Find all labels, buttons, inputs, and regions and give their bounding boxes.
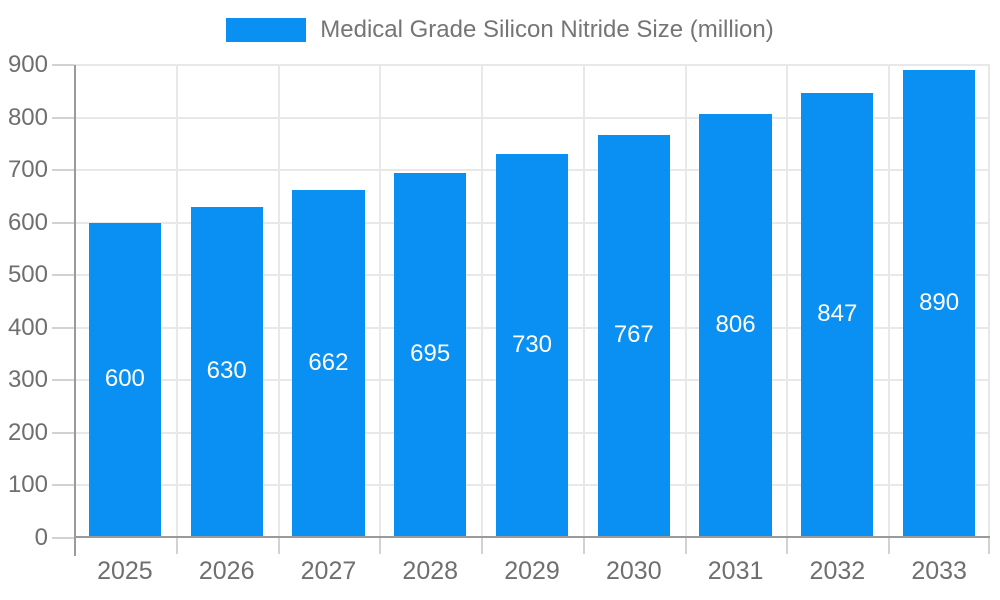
x-axis-labels: 2025 2026 2027 2028 2029 2030 2031 2032 2033 (74, 556, 990, 586)
bar-2028[interactable]: 695 (394, 172, 467, 536)
bar-2032[interactable]: 847 (801, 92, 874, 536)
y-tick-mark (52, 64, 74, 66)
y-tick-mark (52, 484, 74, 486)
legend-swatch-icon (226, 18, 307, 42)
x-gridline (988, 65, 990, 538)
y-tick-label: 400 (7, 314, 48, 341)
x-gridline (582, 65, 585, 538)
chart-legend[interactable]: Medical Grade Silicon Nitride Size (mill… (0, 16, 1000, 44)
y-gridline (74, 64, 990, 66)
x-tick-label-2033: 2033 (911, 557, 967, 585)
y-tick-mark (52, 537, 74, 539)
x-tick-mark (175, 538, 178, 554)
x-tick-label-2028: 2028 (402, 557, 459, 585)
bar-value-label: 847 (817, 300, 858, 328)
y-axis-line (74, 65, 76, 556)
bar-value-label: 806 (715, 311, 756, 339)
bar-value-label: 600 (104, 365, 145, 393)
bar-value-label: 730 (511, 331, 552, 359)
bar-2027[interactable]: 662 (292, 190, 365, 536)
y-tick-mark (52, 379, 74, 381)
x-tick-mark (888, 538, 891, 554)
x-axis-line (74, 536, 990, 538)
y-tick-label: 100 (7, 471, 48, 498)
x-gridline (379, 65, 382, 538)
bar-2026[interactable]: 630 (190, 206, 263, 536)
y-tick-label: 0 (34, 524, 48, 551)
x-tick-mark (786, 538, 789, 554)
bar-value-label: 630 (206, 357, 247, 385)
y-tick-label: 500 (7, 261, 48, 288)
x-tick-label-2031: 2031 (707, 557, 764, 585)
x-tick-label-2025: 2025 (97, 557, 153, 585)
plot-area: 600 630 662 695 730 767 806 847 890 (52, 64, 990, 556)
bar-value-label: 767 (613, 321, 654, 349)
x-tick-mark (481, 538, 484, 554)
x-gridline (786, 65, 789, 538)
y-gridline (74, 117, 990, 119)
x-tick-label-2030: 2030 (605, 557, 662, 585)
bar-value-label: 890 (919, 289, 960, 317)
x-tick-mark (379, 538, 382, 554)
x-tick-label-2027: 2027 (300, 557, 357, 585)
y-tick-mark (52, 117, 74, 119)
x-tick-mark (582, 538, 585, 554)
x-tick-label-2032: 2032 (809, 557, 866, 585)
y-axis-labels: 0 100 200 300 400 500 600 700 800 900 (0, 52, 48, 551)
y-tick-label: 300 (7, 366, 48, 393)
x-gridline (684, 65, 687, 538)
x-tick-label-2029: 2029 (504, 557, 560, 585)
x-tick-label-2026: 2026 (198, 557, 255, 585)
y-tick-label: 900 (7, 51, 48, 78)
bar-2031[interactable]: 806 (699, 114, 772, 536)
y-tick-label: 700 (7, 156, 48, 183)
legend-label: Medical Grade Silicon Nitride Size (mill… (320, 16, 774, 43)
x-gridline (888, 65, 891, 538)
bar-2030[interactable]: 767 (597, 134, 670, 536)
y-tick-mark (52, 432, 74, 434)
y-tick-label: 800 (7, 104, 48, 131)
y-tick-label: 600 (7, 209, 48, 236)
x-tick-mark (277, 538, 280, 554)
bar-2033[interactable]: 890 (902, 70, 976, 536)
bar-value-label: 662 (308, 349, 349, 377)
y-tick-mark (52, 169, 74, 171)
x-tick-mark (684, 538, 687, 554)
y-tick-mark (52, 222, 74, 224)
y-tick-label: 200 (7, 419, 48, 446)
bar-2025[interactable]: 600 (88, 222, 161, 536)
bar-value-label: 695 (410, 340, 451, 368)
y-tick-mark (52, 274, 74, 276)
x-gridline (481, 65, 484, 538)
bar-2029[interactable]: 730 (495, 154, 569, 536)
x-gridline (175, 65, 178, 538)
x-gridline (277, 65, 280, 538)
y-tick-mark (52, 327, 74, 329)
x-tick-mark (988, 538, 990, 554)
